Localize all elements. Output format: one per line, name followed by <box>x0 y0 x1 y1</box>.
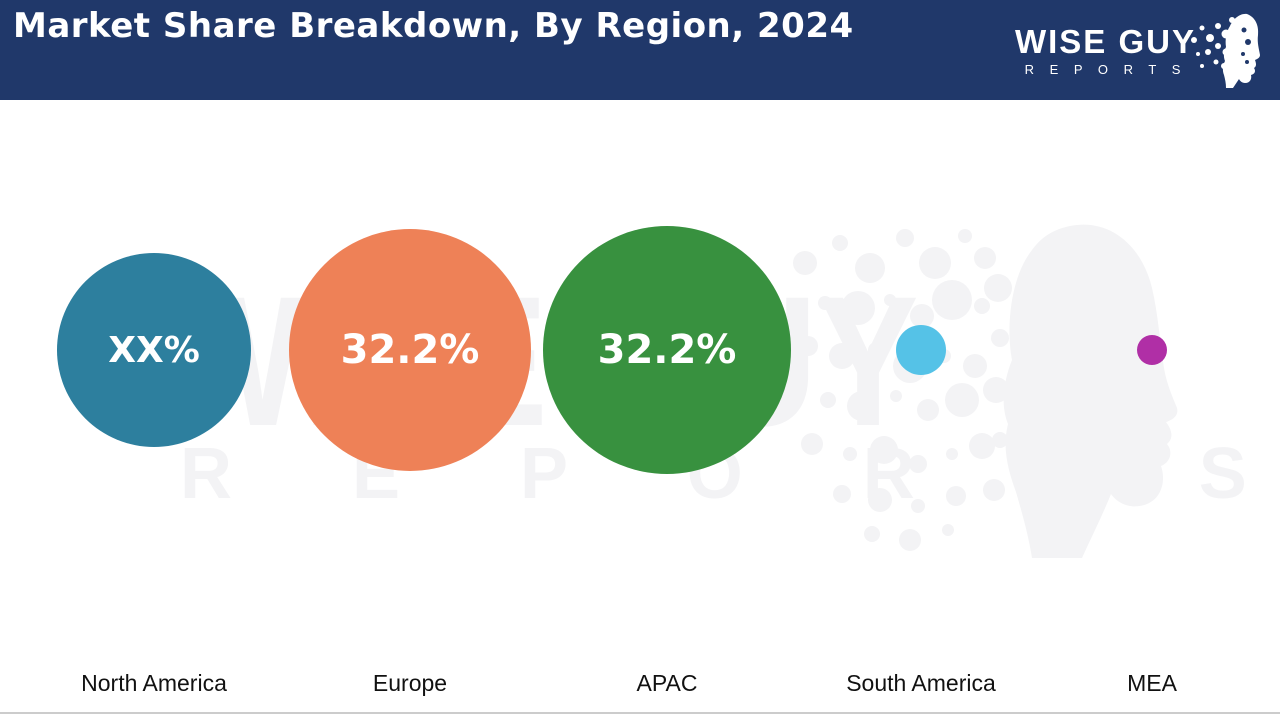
head-dots-icon <box>1191 13 1260 88</box>
bubble-europe: 32.2% <box>289 229 531 471</box>
bubble-value: 32.2% <box>340 327 480 373</box>
category-label-mea: MEA <box>1127 670 1177 696</box>
brand-subtitle: R E P O R T S <box>1024 61 1187 77</box>
bubble-north-america: XX% <box>57 253 251 447</box>
bubble-value: 32.2% <box>597 327 737 373</box>
watermark-text-wiseguy: WISE GUY <box>160 259 919 465</box>
bubble-south-america <box>896 325 946 375</box>
bubble-mea <box>1137 335 1167 365</box>
bubble-apac: 32.2% <box>543 226 791 474</box>
category-label-north-america: North America <box>81 670 227 696</box>
brand-logo: WISE GUY R E P O R T S <box>1015 10 1262 92</box>
bubble-value: XX% <box>108 329 200 371</box>
header-bar: Market Share Breakdown, By Region, 2024 … <box>0 0 1280 100</box>
category-label-south-america: South America <box>846 670 996 696</box>
footer-divider <box>0 712 1280 714</box>
brand-logo-text: WISE GUY R E P O R T S <box>1015 25 1196 77</box>
category-label-europe: Europe <box>372 670 448 696</box>
bubble-chart: WISE GUY R E P O R T S XX% <box>0 100 1280 720</box>
chart-title: Market Share Breakdown, By Region, 2024 <box>13 6 854 46</box>
watermark-head-silhouette-icon <box>793 224 1178 559</box>
brand-name: WISE GUY <box>1014 23 1196 61</box>
category-label-apac: APAC <box>636 670 698 696</box>
